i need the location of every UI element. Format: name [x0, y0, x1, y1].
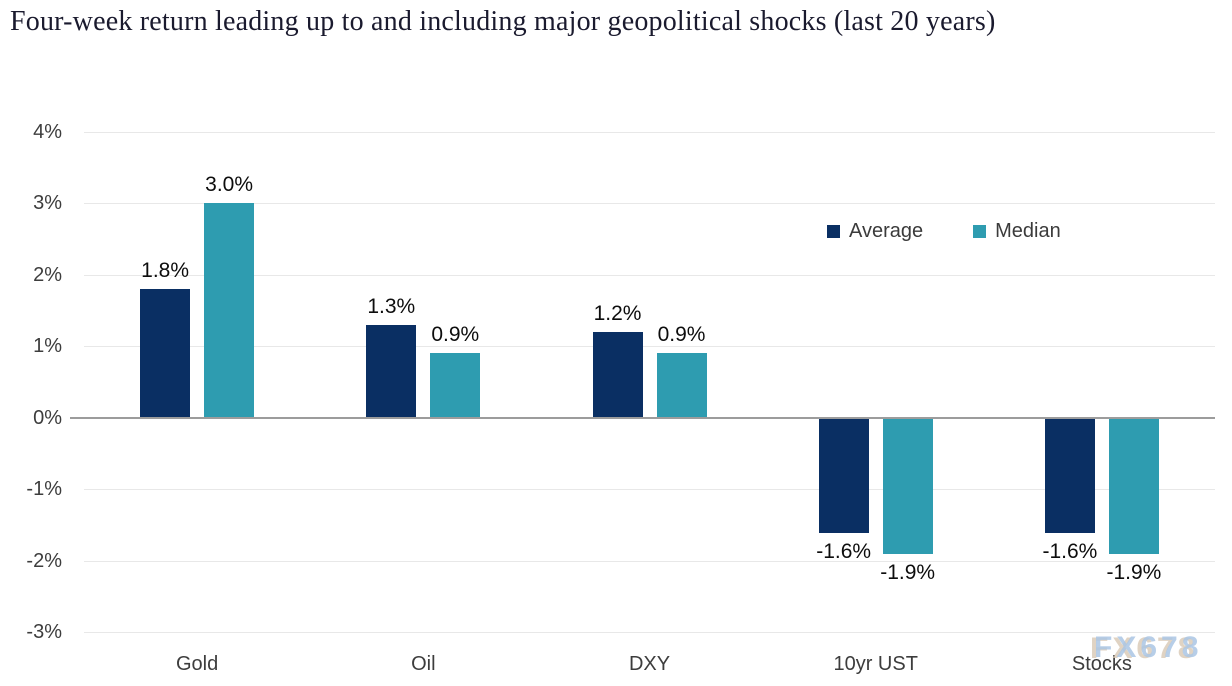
y-gridline [84, 132, 1215, 133]
bar-median-dxy [656, 353, 707, 417]
bar-value-label: -1.6% [1042, 540, 1098, 563]
y-axis-tick-label: 1% [33, 335, 62, 358]
bar-median-10yr-ust [882, 418, 933, 555]
bar-value-label: 1.3% [367, 294, 416, 318]
bar-value-label: 1.2% [593, 302, 642, 325]
y-axis-tick-label: 4% [33, 121, 62, 143]
legend-label: Average [849, 220, 924, 242]
zero-axis-line [70, 416, 1215, 419]
y-axis-tick-label: -1% [26, 478, 62, 501]
bar-value-label: -1.9% [880, 561, 936, 585]
x-axis-category-label: Oil [411, 653, 436, 675]
bar-average-oil [366, 324, 417, 417]
bar-value-label: 0.9% [657, 323, 706, 347]
y-axis-tick-label: 0% [33, 406, 62, 429]
x-axis-category-label: DXY [628, 653, 671, 675]
bar-average-gold [140, 289, 191, 417]
legend-label: Median [995, 220, 1061, 242]
y-axis-tick-label: 2% [33, 263, 62, 286]
bar-median-stocks [1108, 418, 1159, 555]
bar-average-dxy [592, 332, 643, 417]
bar-average-10yr-ust [818, 418, 869, 533]
y-gridline [84, 489, 1215, 491]
bar-value-label: 1.8% [141, 259, 190, 283]
legend-item-median: Median [973, 218, 1061, 244]
x-axis-category-label: 10yr UST [833, 653, 918, 675]
x-axis-category-label: Gold [175, 653, 219, 675]
bar-value-label: 3.0% [205, 173, 254, 197]
y-axis-tick-label: 3% [33, 192, 62, 215]
bar-value-label: 0.9% [431, 323, 480, 347]
bar-value-label: -1.9% [1106, 561, 1162, 585]
watermark: FX678 [1094, 631, 1203, 664]
chart-title: Four-week return leading up to and inclu… [10, 6, 996, 37]
y-gridline [84, 346, 1215, 348]
legend-swatch-median [973, 224, 987, 238]
bar-average-stocks [1044, 418, 1095, 533]
y-axis-tick-label: -3% [26, 621, 62, 643]
legend: Average Median [827, 218, 1061, 244]
bar-median-oil [430, 353, 481, 417]
y-gridline [84, 203, 1215, 205]
x-axis-category-label: Stocks [1071, 653, 1132, 675]
y-gridline [84, 274, 1215, 276]
y-gridline [84, 632, 1215, 633]
legend-item-average: Average [827, 218, 923, 244]
legend-swatch-average [827, 224, 840, 238]
bar-value-label: -1.6% [816, 540, 872, 563]
bar-median-gold [204, 203, 255, 417]
y-gridline [84, 560, 1215, 562]
y-axis-tick-label: -2% [26, 549, 62, 572]
